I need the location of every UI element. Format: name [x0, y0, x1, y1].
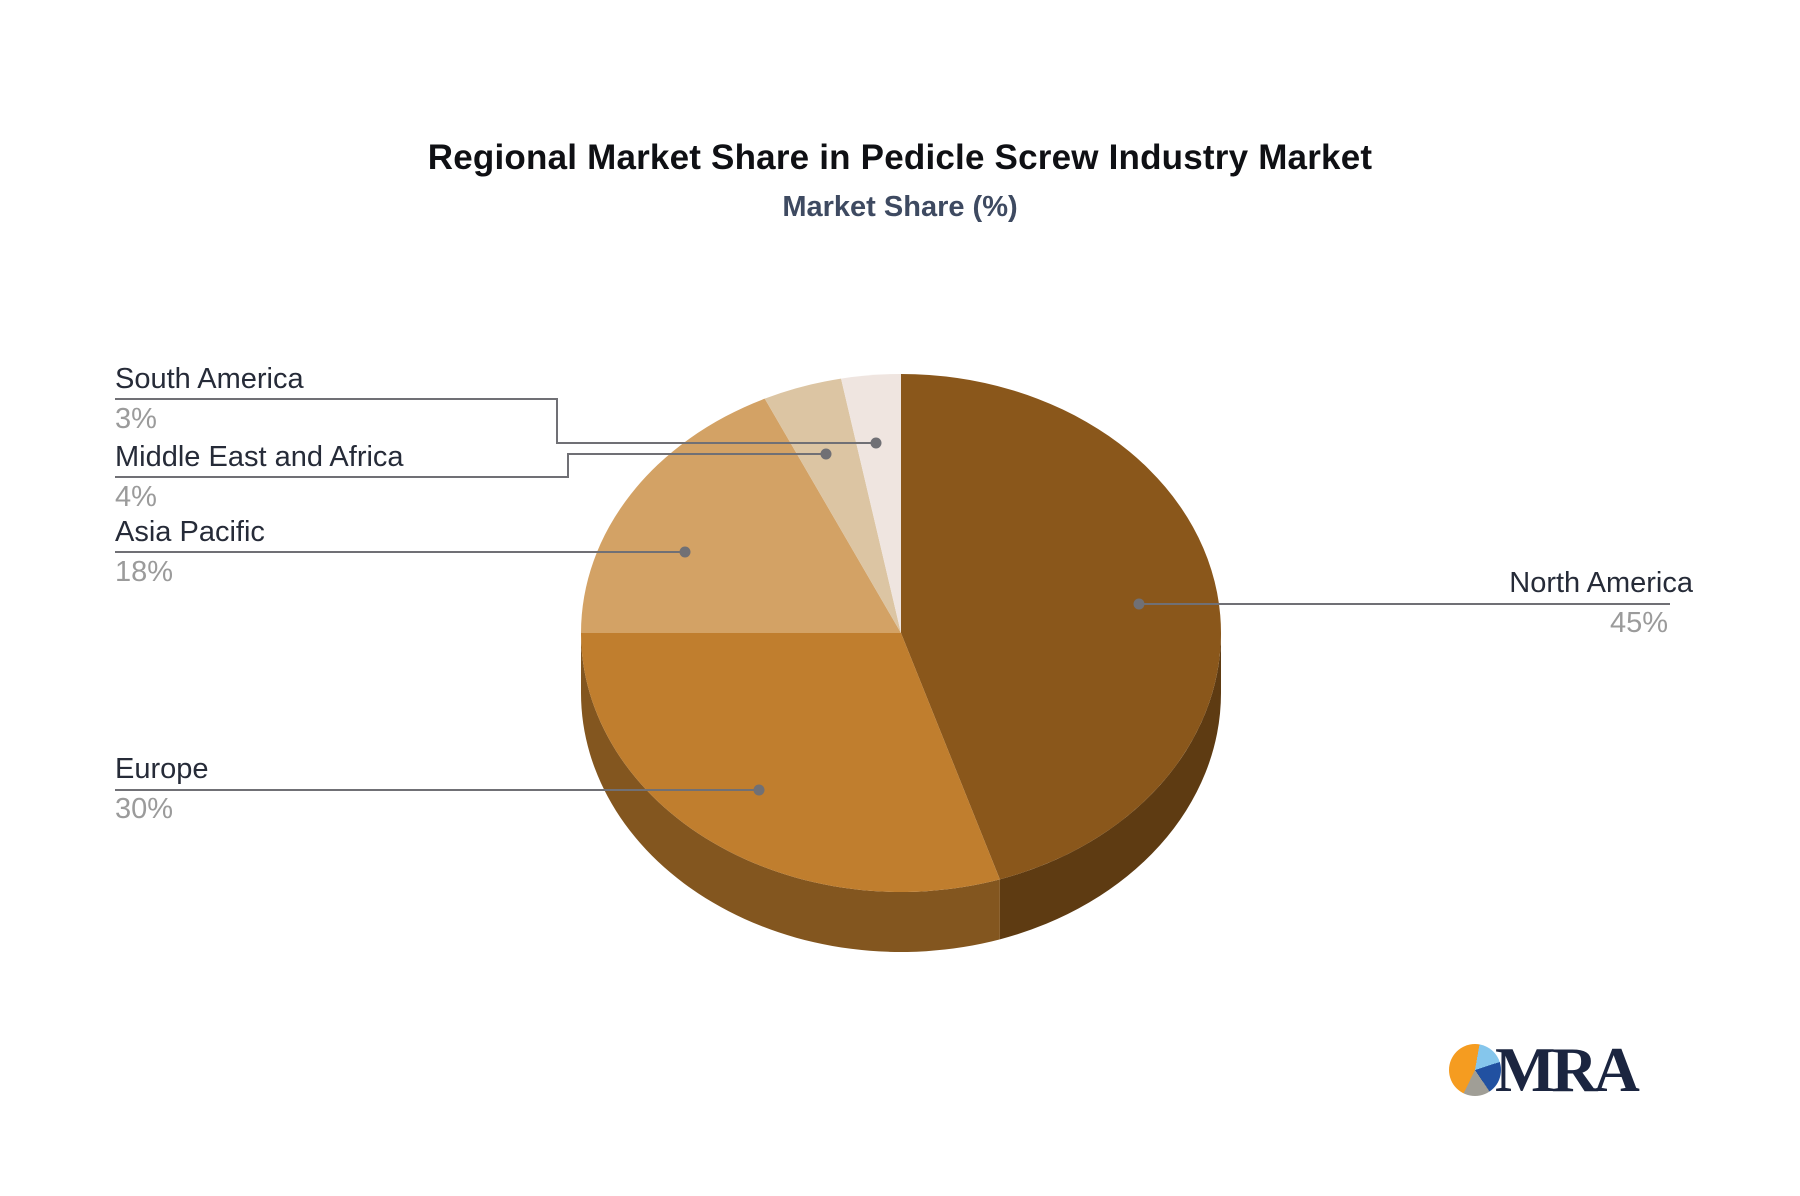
connector-dot-europe [753, 784, 765, 796]
connector-dot-north-america [1133, 598, 1145, 610]
connector-middle-east-and-africa [115, 453, 826, 478]
value-asia-pacific: 18% [115, 556, 174, 588]
pie-depth-europe [581, 633, 1000, 952]
value-europe: 30% [115, 793, 174, 825]
label-asia-pacific: Asia Pacific [115, 516, 265, 548]
chart-subtitle: Market Share (%) [782, 191, 1018, 223]
label-europe: Europe [115, 753, 209, 785]
label-middle-east-and-africa: Middle East and Africa [115, 441, 404, 473]
pie-slice-asia-pacific[interactable] [581, 398, 901, 633]
pie-slice-south-america[interactable] [841, 374, 901, 633]
connector-dot-south-america [870, 437, 882, 449]
value-north-america: 45% [1609, 607, 1668, 639]
connector-dot-asia-pacific [679, 546, 691, 558]
label-north-america: North America [1509, 567, 1693, 599]
connector-dot-middle-east-and-africa [820, 448, 832, 460]
brand-logo: MRA [1449, 1034, 1640, 1105]
pie-slice-north-america[interactable] [901, 374, 1221, 880]
pie-slice-europe[interactable] [581, 633, 1000, 892]
value-middle-east-and-africa: 4% [115, 481, 157, 513]
brand-logo-text: MRA [1495, 1034, 1640, 1105]
chart-title: Regional Market Share in Pedicle Screw I… [427, 138, 1373, 177]
label-south-america: South America [115, 363, 304, 395]
pie-depth-north-america [999, 633, 1221, 940]
brand-logo-pie-icon [1449, 1044, 1501, 1096]
connector-south-america [115, 398, 876, 444]
value-south-america: 3% [115, 403, 157, 435]
